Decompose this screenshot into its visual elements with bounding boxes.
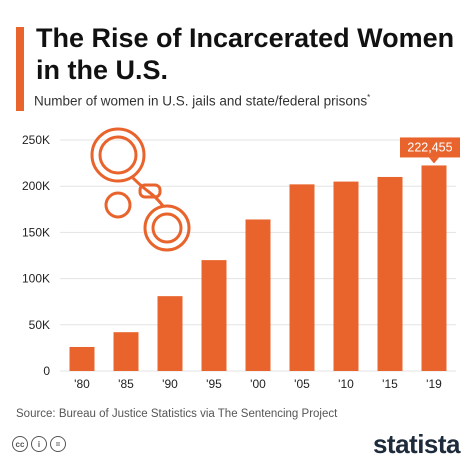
x-tick-label: '95 xyxy=(206,377,222,391)
y-tick-label: 150K xyxy=(22,225,50,239)
bar xyxy=(69,346,95,371)
handcuffs-icon xyxy=(90,127,191,252)
x-tick-label: '15 xyxy=(382,377,398,391)
x-tick-label: '10 xyxy=(338,377,354,391)
x-tick-label: '90 xyxy=(162,377,178,391)
bar xyxy=(377,176,403,371)
x-tick-label: '00 xyxy=(250,377,266,391)
data-label: 222,455 xyxy=(407,140,452,154)
data-label-pointer xyxy=(429,157,439,164)
bar xyxy=(421,165,447,371)
x-tick-label: '85 xyxy=(118,377,134,391)
y-tick-label: 0 xyxy=(43,364,50,378)
x-tick-label: '19 xyxy=(426,377,442,391)
bar xyxy=(113,332,139,371)
statista-logo: statista xyxy=(372,429,461,459)
bar xyxy=(245,219,271,371)
person-icon: i xyxy=(31,436,47,452)
bar xyxy=(289,184,315,371)
data-label-box xyxy=(400,137,460,158)
y-tick-label: 100K xyxy=(22,272,50,286)
y-tick-label: 50K xyxy=(29,318,50,332)
bar xyxy=(157,296,183,371)
x-tick-label: '80 xyxy=(74,377,90,391)
y-tick-label: 250K xyxy=(22,133,50,147)
x-tick-label: '05 xyxy=(294,377,310,391)
equals-icon: = xyxy=(50,436,66,452)
bar xyxy=(201,260,227,371)
y-tick-label: 200K xyxy=(22,179,50,193)
license-icons: cc i = xyxy=(12,436,66,452)
source-note: Source: Bureau of Justice Statistics via… xyxy=(16,408,338,420)
subtitle-text: Number of women in U.S. jails and state/… xyxy=(34,93,368,109)
cc-icon: cc xyxy=(12,436,28,452)
bar xyxy=(333,181,359,371)
subtitle-footnote-marker: * xyxy=(367,93,371,102)
bar-chart: 0 50K 100K 150K 200K 250K '80 '85 '90 '95 '00 '05 '1… xyxy=(22,127,460,391)
title-accent-bar xyxy=(16,27,24,111)
chart-title: The Rise of Incarcerated Women in the U.… xyxy=(36,23,455,85)
chart-subtitle: Number of women in U.S. jails and state/… xyxy=(34,93,370,109)
